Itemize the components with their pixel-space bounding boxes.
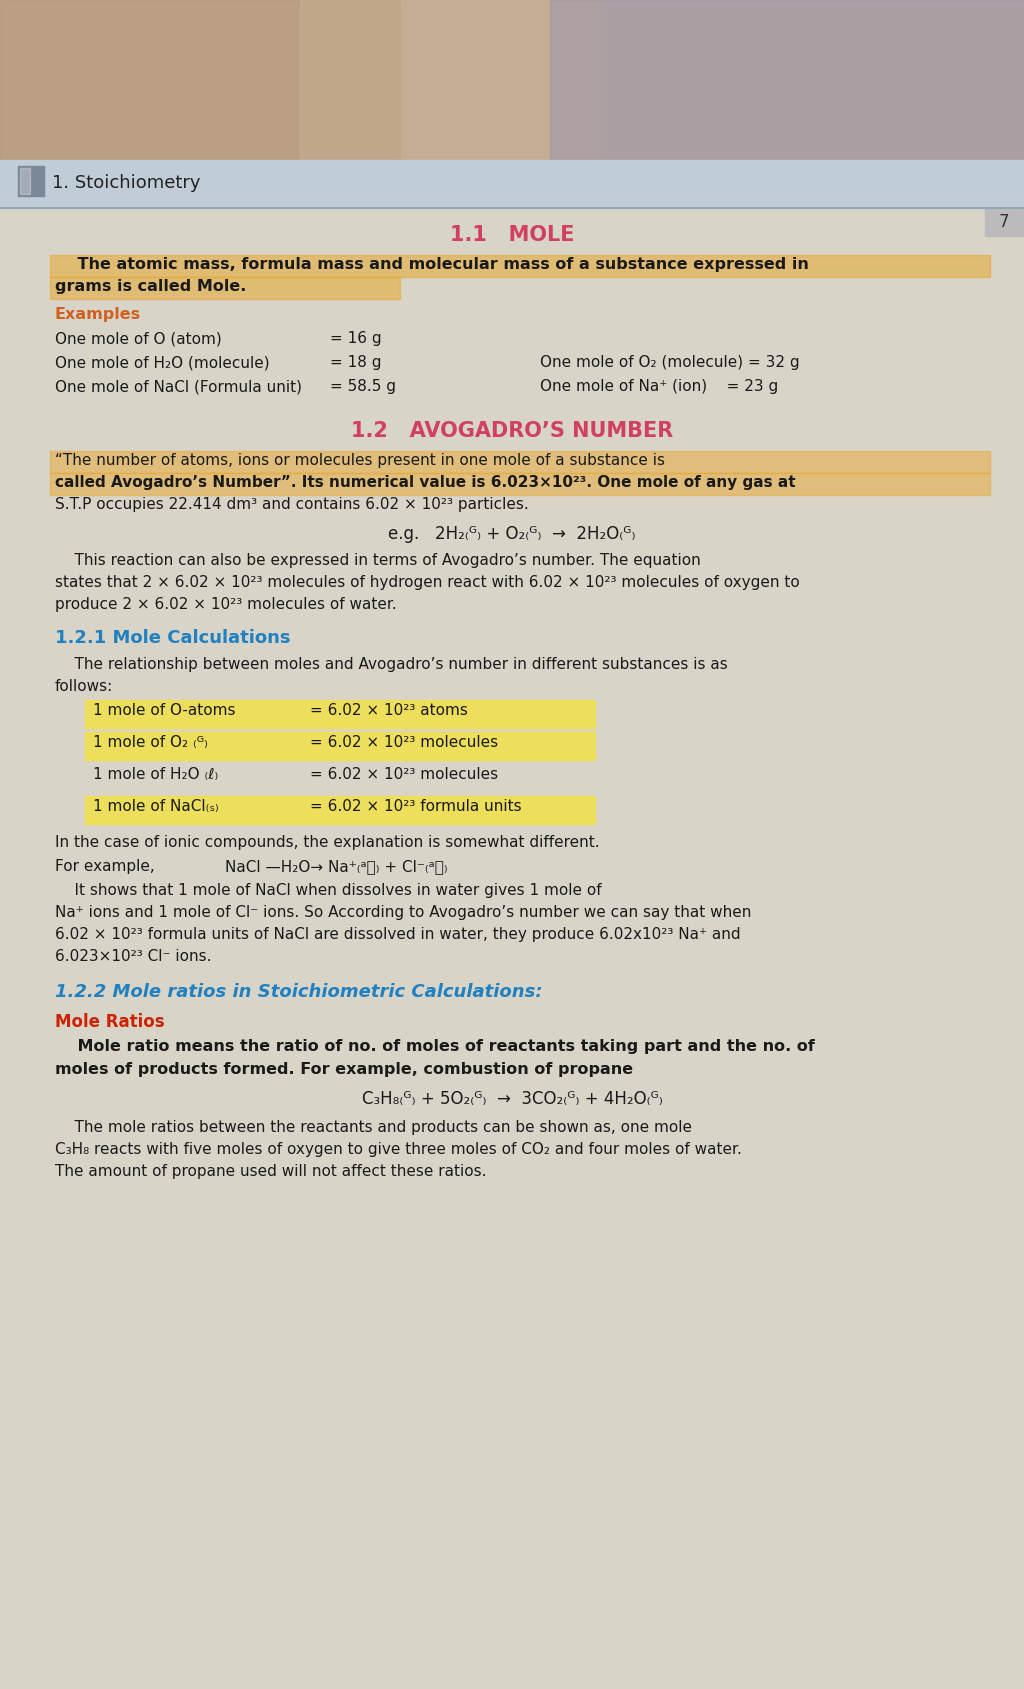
Text: follows:: follows: <box>55 679 114 694</box>
Text: Examples: Examples <box>55 307 141 323</box>
Text: C₃H₈₍ᴳ₎ + 5O₂₍ᴳ₎  →  3CO₂₍ᴳ₎ + 4H₂O₍ᴳ₎: C₃H₈₍ᴳ₎ + 5O₂₍ᴳ₎ → 3CO₂₍ᴳ₎ + 4H₂O₍ᴳ₎ <box>361 1089 663 1108</box>
Bar <box>0 0 1024 160</box>
Text: The relationship between moles and Avogadro’s number in different substances is : The relationship between moles and Avoga… <box>55 657 728 672</box>
Bar <box>50 451 990 473</box>
Bar <box>985 208 1024 236</box>
Text: = 18 g: = 18 g <box>330 355 382 370</box>
Text: 1 mole of H₂O ₍ℓ₎: 1 mole of H₂O ₍ℓ₎ <box>93 767 218 782</box>
Text: = 58.5 g: = 58.5 g <box>330 378 396 394</box>
Text: e.g.   2H₂₍ᴳ₎ + O₂₍ᴳ₎  →  2H₂O₍ᴳ₎: e.g. 2H₂₍ᴳ₎ + O₂₍ᴳ₎ → 2H₂O₍ᴳ₎ <box>388 525 636 542</box>
Text: The mole ratios between the reactants and products can be shown as, one mole: The mole ratios between the reactants an… <box>55 1120 692 1135</box>
Text: = 16 g: = 16 g <box>330 331 382 346</box>
Text: 6.02 × 10²³ formula units of NaCl are dissolved in water, they produce 6.02x10²³: 6.02 × 10²³ formula units of NaCl are di… <box>55 927 740 942</box>
Bar <box>50 277 400 299</box>
Text: grams is called Mole.: grams is called Mole. <box>55 279 247 294</box>
Text: Mole Ratios: Mole Ratios <box>55 1013 165 1030</box>
Text: Mole ratio means the ratio of no. of moles of reactants taking part and the no. : Mole ratio means the ratio of no. of mol… <box>55 1039 815 1054</box>
Text: 1 mole of NaCl₍ₛ₎: 1 mole of NaCl₍ₛ₎ <box>93 799 219 814</box>
Text: One mole of O₂ (molecule) = 32 g: One mole of O₂ (molecule) = 32 g <box>540 355 800 370</box>
Text: The atomic mass, formula mass and molecular mass of a substance expressed in: The atomic mass, formula mass and molecu… <box>55 257 809 272</box>
Text: One mole of H₂O (molecule): One mole of H₂O (molecule) <box>55 355 269 370</box>
Text: S.T.P occupies 22.414 dm³ and contains 6.02 × 10²³ particles.: S.T.P occupies 22.414 dm³ and contains 6… <box>55 497 528 512</box>
Text: 1.2   AVOGADRO’S NUMBER: 1.2 AVOGADRO’S NUMBER <box>351 421 673 441</box>
Text: 1.2.1 Mole Calculations: 1.2.1 Mole Calculations <box>55 628 291 647</box>
Text: C₃H₈ reacts with five moles of oxygen to give three moles of CO₂ and four moles : C₃H₈ reacts with five moles of oxygen to… <box>55 1142 741 1157</box>
Bar <box>550 0 1024 160</box>
Text: called Avogadro’s Number”. Its numerical value is 6.023×10²³. One mole of any ga: called Avogadro’s Number”. Its numerical… <box>55 475 796 490</box>
Text: For example,: For example, <box>55 860 155 873</box>
Text: It shows that 1 mole of NaCl when dissolves in water gives 1 mole of: It shows that 1 mole of NaCl when dissol… <box>55 883 602 899</box>
Text: 1.2.2 Mole ratios in Stoichiometric Calculations:: 1.2.2 Mole ratios in Stoichiometric Calc… <box>55 983 543 1002</box>
Text: This reaction can also be expressed in terms of Avogadro’s number. The equation: This reaction can also be expressed in t… <box>55 552 700 568</box>
Text: In the case of ionic compounds, the explanation is somewhat different.: In the case of ionic compounds, the expl… <box>55 834 600 850</box>
Bar <box>18 166 44 196</box>
Text: The amount of propane used will not affect these ratios.: The amount of propane used will not affe… <box>55 1164 486 1179</box>
Bar <box>85 731 595 760</box>
Text: = 6.02 × 10²³ molecules: = 6.02 × 10²³ molecules <box>310 735 498 750</box>
Bar <box>85 699 595 728</box>
Text: “The number of atoms, ions or molecules present in one mole of a substance is: “The number of atoms, ions or molecules … <box>55 453 665 468</box>
Text: 1. Stoichiometry: 1. Stoichiometry <box>52 174 201 193</box>
Text: NaCl —H₂O→ Na⁺₍ᵃᵱ₎ + Cl⁻₍ᵃᵱ₎: NaCl —H₂O→ Na⁺₍ᵃᵱ₎ + Cl⁻₍ᵃᵱ₎ <box>225 860 447 873</box>
Bar <box>85 796 595 824</box>
Bar <box>0 0 400 160</box>
Text: 6.023×10²³ Cl⁻ ions.: 6.023×10²³ Cl⁻ ions. <box>55 949 212 964</box>
Text: One mole of Na⁺ (ion)    = 23 g: One mole of Na⁺ (ion) = 23 g <box>540 378 778 394</box>
Text: = 6.02 × 10²³ formula units: = 6.02 × 10²³ formula units <box>310 799 521 814</box>
Bar <box>50 473 990 495</box>
Text: One mole of NaCl (Formula unit): One mole of NaCl (Formula unit) <box>55 378 302 394</box>
Text: 1.1   MOLE: 1.1 MOLE <box>450 225 574 245</box>
Text: Na⁺ ions and 1 mole of Cl⁻ ions. So According to Avogadro’s number we can say th: Na⁺ ions and 1 mole of Cl⁻ ions. So Acco… <box>55 905 752 921</box>
Bar <box>0 160 1024 208</box>
Text: 7: 7 <box>998 213 1010 231</box>
Text: moles of products formed. For example, combustion of propane: moles of products formed. For example, c… <box>55 1062 633 1078</box>
Text: produce 2 × 6.02 × 10²³ molecules of water.: produce 2 × 6.02 × 10²³ molecules of wat… <box>55 596 396 611</box>
Text: states that 2 × 6.02 × 10²³ molecules of hydrogen react with 6.02 × 10²³ molecul: states that 2 × 6.02 × 10²³ molecules of… <box>55 574 800 589</box>
Text: One mole of O (atom): One mole of O (atom) <box>55 331 222 346</box>
Text: = 6.02 × 10²³ atoms: = 6.02 × 10²³ atoms <box>310 703 468 718</box>
Bar <box>50 255 990 277</box>
Text: = 6.02 × 10²³ molecules: = 6.02 × 10²³ molecules <box>310 767 498 782</box>
Bar <box>300 0 600 160</box>
Text: 1 mole of O-atoms: 1 mole of O-atoms <box>93 703 236 718</box>
Text: 1 mole of O₂ ₍ᴳ₎: 1 mole of O₂ ₍ᴳ₎ <box>93 735 208 750</box>
Bar <box>20 167 30 194</box>
